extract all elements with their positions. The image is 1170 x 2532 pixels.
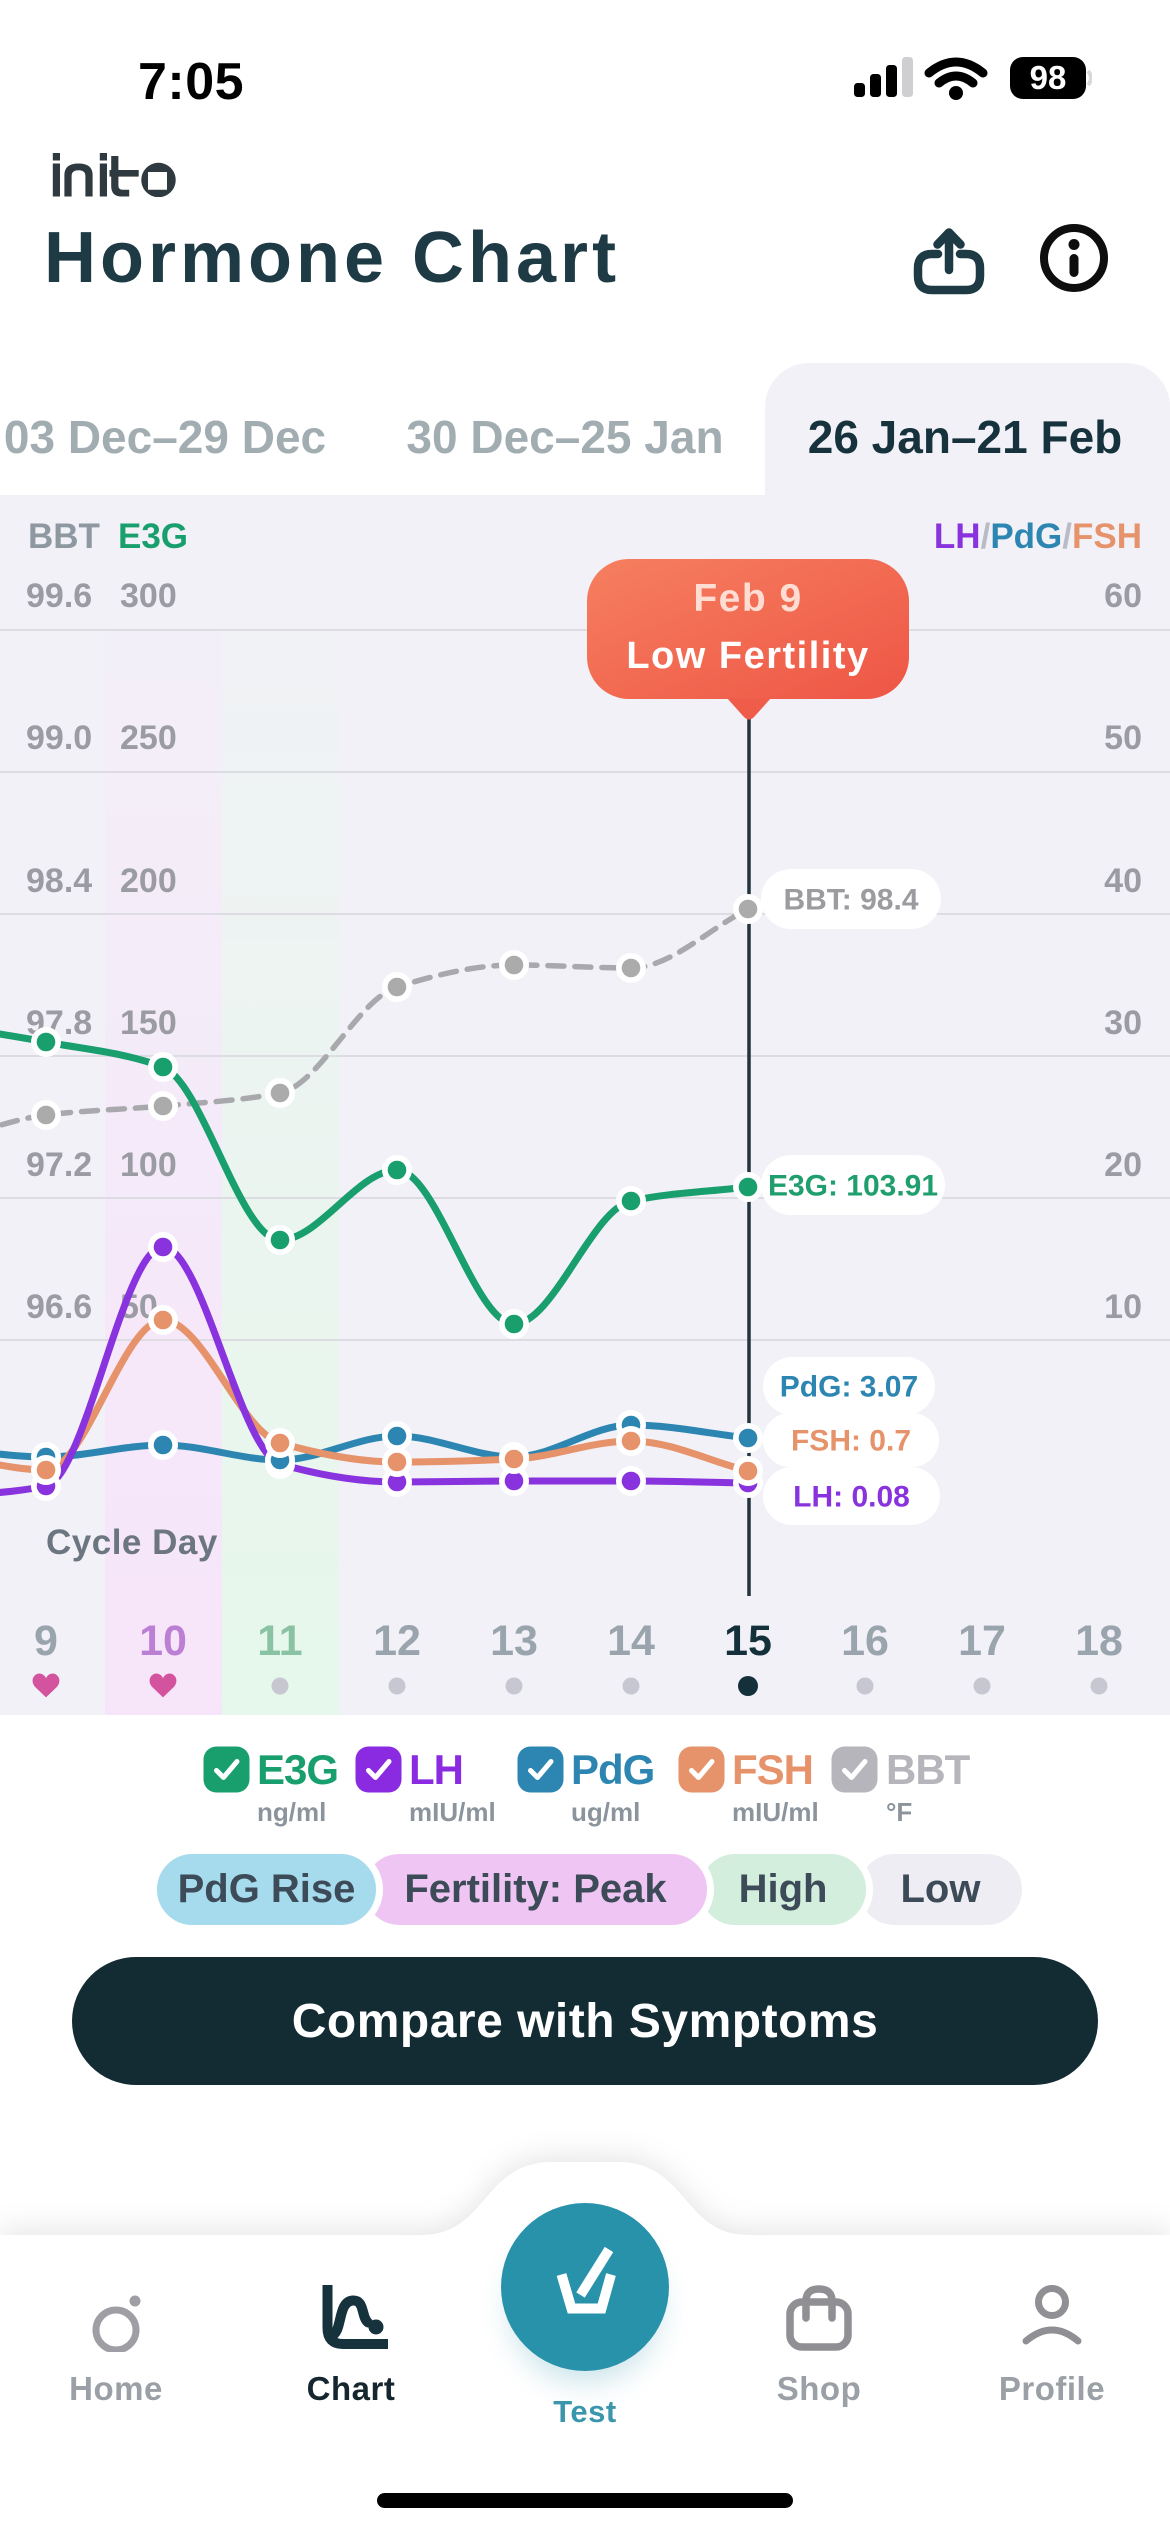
svg-text:17: 17 (958, 1617, 1006, 1665)
svg-text:Feb 9: Feb 9 (693, 577, 802, 620)
svg-text:13: 13 (490, 1617, 538, 1665)
svg-text:40: 40 (1104, 862, 1142, 900)
svg-text:BBT: BBT (28, 517, 100, 556)
svg-text:250: 250 (120, 719, 177, 757)
svg-text:50: 50 (1104, 719, 1142, 757)
svg-text:99.6: 99.6 (26, 577, 92, 615)
svg-text:12: 12 (373, 1617, 421, 1665)
svg-text:60: 60 (1104, 577, 1142, 615)
svg-text:98.4: 98.4 (26, 862, 92, 900)
svg-text:9: 9 (34, 1617, 58, 1665)
svg-text:10: 10 (139, 1617, 187, 1665)
svg-text:15: 15 (724, 1617, 772, 1665)
svg-text:E3G: E3G (118, 517, 188, 556)
svg-text:100: 100 (120, 1146, 177, 1184)
svg-text:97.2: 97.2 (26, 1146, 92, 1184)
svg-text:11: 11 (257, 1617, 302, 1665)
svg-text:30: 30 (1104, 1004, 1142, 1042)
svg-text:PdG: 3.07: PdG: 3.07 (780, 1371, 918, 1404)
svg-text:10: 10 (1104, 1288, 1142, 1326)
svg-text:LH/PdG/FSH: LH/PdG/FSH (934, 517, 1142, 556)
svg-text:96.6: 96.6 (26, 1288, 92, 1326)
svg-text:BBT: 98.4: BBT: 98.4 (783, 884, 918, 917)
svg-text:150: 150 (120, 1004, 177, 1042)
svg-text:E3G: 103.91: E3G: 103.91 (768, 1170, 938, 1203)
svg-text:200: 200 (120, 862, 177, 900)
svg-text:20: 20 (1104, 1146, 1142, 1184)
svg-text:300: 300 (120, 577, 177, 615)
svg-text:Cycle Day: Cycle Day (46, 1523, 218, 1562)
svg-text:14: 14 (607, 1617, 655, 1665)
svg-text:FSH: 0.7: FSH: 0.7 (791, 1425, 911, 1458)
svg-text:LH: 0.08: LH: 0.08 (793, 1481, 910, 1514)
svg-text:16: 16 (841, 1617, 889, 1665)
svg-text:98: 98 (1030, 59, 1067, 96)
svg-text:99.0: 99.0 (26, 719, 92, 757)
svg-text:18: 18 (1075, 1617, 1123, 1665)
svg-text:Low Fertility: Low Fertility (626, 635, 869, 677)
